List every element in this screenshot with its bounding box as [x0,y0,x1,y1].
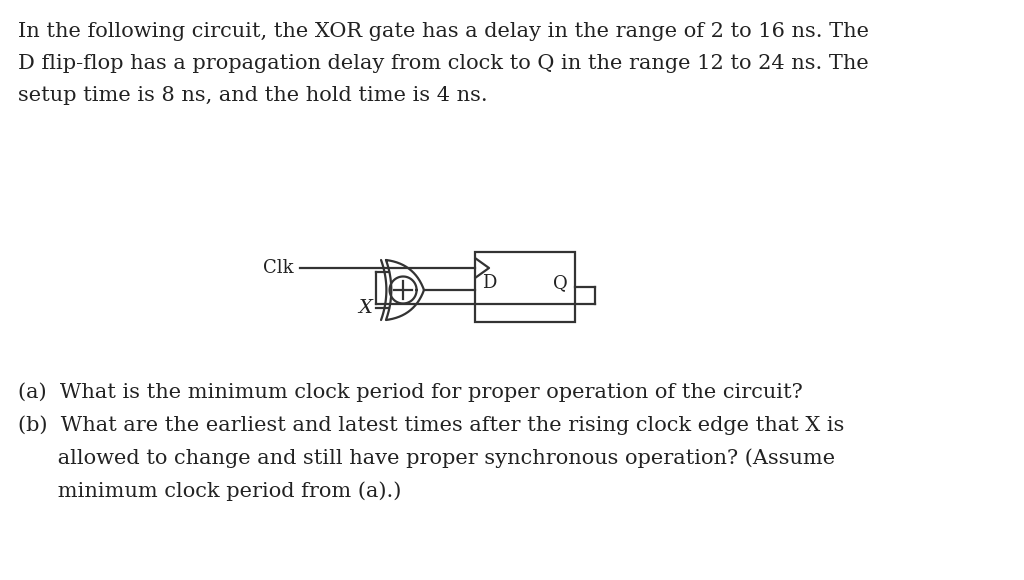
Text: setup time is 8 ns, and the hold time is 4 ns.: setup time is 8 ns, and the hold time is… [18,86,487,105]
Text: Clk: Clk [263,259,294,277]
Text: X: X [358,299,372,317]
Text: (a)  What is the minimum clock period for proper operation of the circuit?: (a) What is the minimum clock period for… [18,382,803,402]
Text: D: D [482,274,497,292]
Bar [475,252,575,322]
Text: In the following circuit, the XOR gate has a delay in the range of 2 to 16 ns. T: In the following circuit, the XOR gate h… [18,22,869,41]
Text: (b)  What are the earliest and latest times after the rising clock edge that X i: (b) What are the earliest and latest tim… [18,415,845,434]
Text: allowed to change and still have proper synchronous operation? (Assume: allowed to change and still have proper … [18,448,836,467]
Text: Q: Q [553,274,568,292]
Text: D flip-flop has a propagation delay from clock to Q in the range 12 to 24 ns. Th: D flip-flop has a propagation delay from… [18,54,868,73]
Text: minimum clock period from (a).): minimum clock period from (a).) [18,481,401,501]
